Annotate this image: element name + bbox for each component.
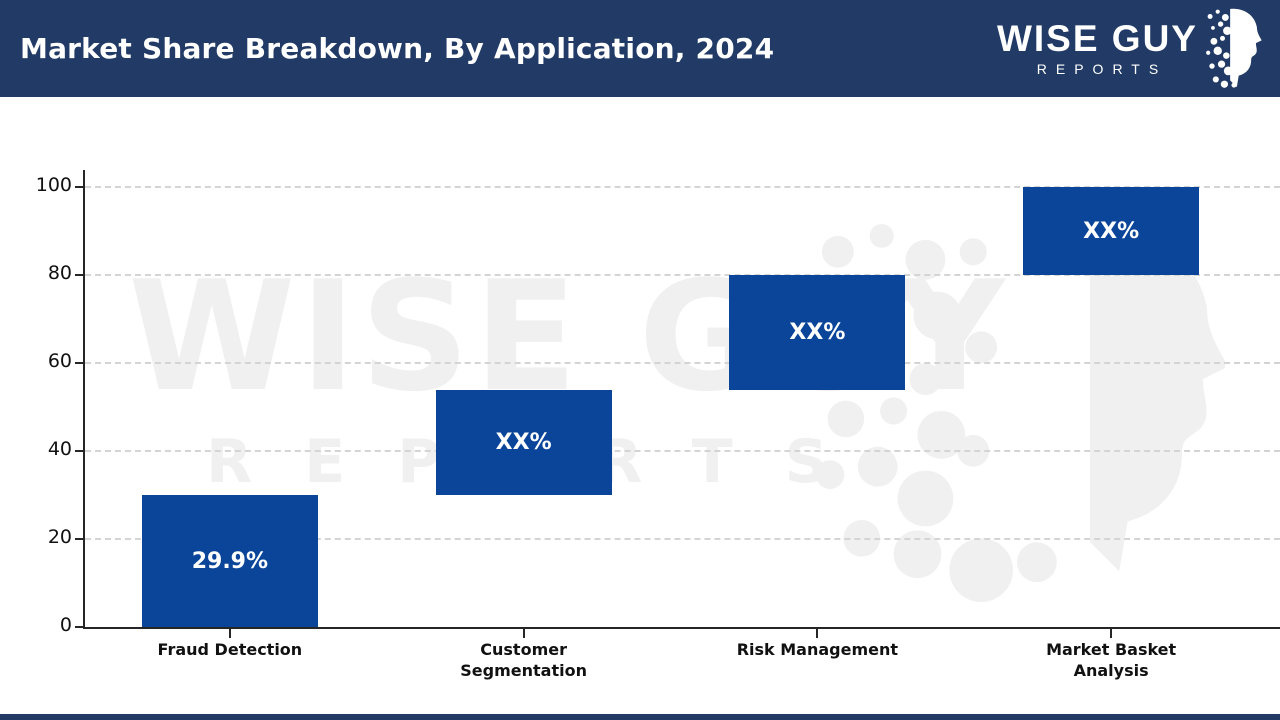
chart-area: WISE GUY REPORTS 02040608010029.9%Fraud … <box>0 97 1280 714</box>
category-label-line: Analysis <box>1073 661 1149 680</box>
bar-value-label: XX% <box>789 319 846 345</box>
x-axis-tick <box>816 629 819 638</box>
footer-bar <box>0 714 1280 720</box>
category-label-line: Market Basket <box>1046 640 1177 659</box>
y-axis-tick <box>75 538 83 540</box>
gridline <box>85 450 1280 452</box>
dotted-face-profile-icon <box>1200 5 1266 93</box>
bar-value-label: XX% <box>495 430 552 456</box>
x-axis-category-label: Market Basket Analysis <box>971 639 1251 681</box>
y-axis-tick-label: 80 <box>47 262 72 284</box>
y-axis-tick-label: 20 <box>47 526 72 548</box>
y-axis-tick <box>75 450 83 452</box>
gridline <box>85 186 1280 188</box>
category-label-line: Risk Management <box>736 640 899 659</box>
y-axis-tick-label: 40 <box>47 438 72 460</box>
gridline <box>85 362 1280 364</box>
x-axis-tick <box>228 629 231 638</box>
plot-area: 0 20 40 60 80 100 29.9% Fraud Detection XX% Custo… <box>0 97 1280 714</box>
y-axis-line <box>83 170 85 629</box>
gridline <box>85 538 1280 540</box>
bar: XX% <box>435 389 612 496</box>
category-label-line: Segmentation <box>460 661 587 680</box>
x-axis-line <box>83 627 1280 629</box>
x-axis-category-label: Fraud Detection <box>90 639 370 660</box>
y-axis-tick-label: 60 <box>47 350 72 372</box>
category-label-line: Fraud Detection <box>157 640 303 659</box>
brand-logo: WISE GUY REPORTS <box>997 5 1280 93</box>
brand-subname: REPORTS <box>1036 60 1168 77</box>
y-axis-tick <box>75 186 83 188</box>
bar: XX% <box>729 275 906 390</box>
bar-value-label: 29.9% <box>191 548 269 574</box>
bar: 29.9% <box>141 495 318 627</box>
y-axis-tick <box>75 274 83 276</box>
brand-logo-text: WISE GUY REPORTS <box>996 17 1198 78</box>
x-axis-tick <box>522 629 525 638</box>
bar-value-label: XX% <box>1083 218 1140 244</box>
header: Market Share Breakdown, By Application, … <box>0 0 1280 97</box>
gridline <box>85 274 1280 276</box>
page-title: Market Share Breakdown, By Application, … <box>20 32 775 65</box>
y-axis-tick <box>75 626 83 628</box>
bar: XX% <box>1023 187 1200 275</box>
y-axis-tick-label: 0 <box>59 614 72 636</box>
category-label-line: Customer <box>480 640 567 659</box>
x-axis-tick <box>1110 629 1113 638</box>
y-axis-tick-label: 100 <box>35 174 72 196</box>
x-axis-category-label: Customer Segmentation <box>384 639 664 681</box>
y-axis-tick <box>75 362 83 364</box>
x-axis-category-label: Risk Management <box>677 639 957 660</box>
brand-name: WISE GUY <box>996 17 1198 59</box>
